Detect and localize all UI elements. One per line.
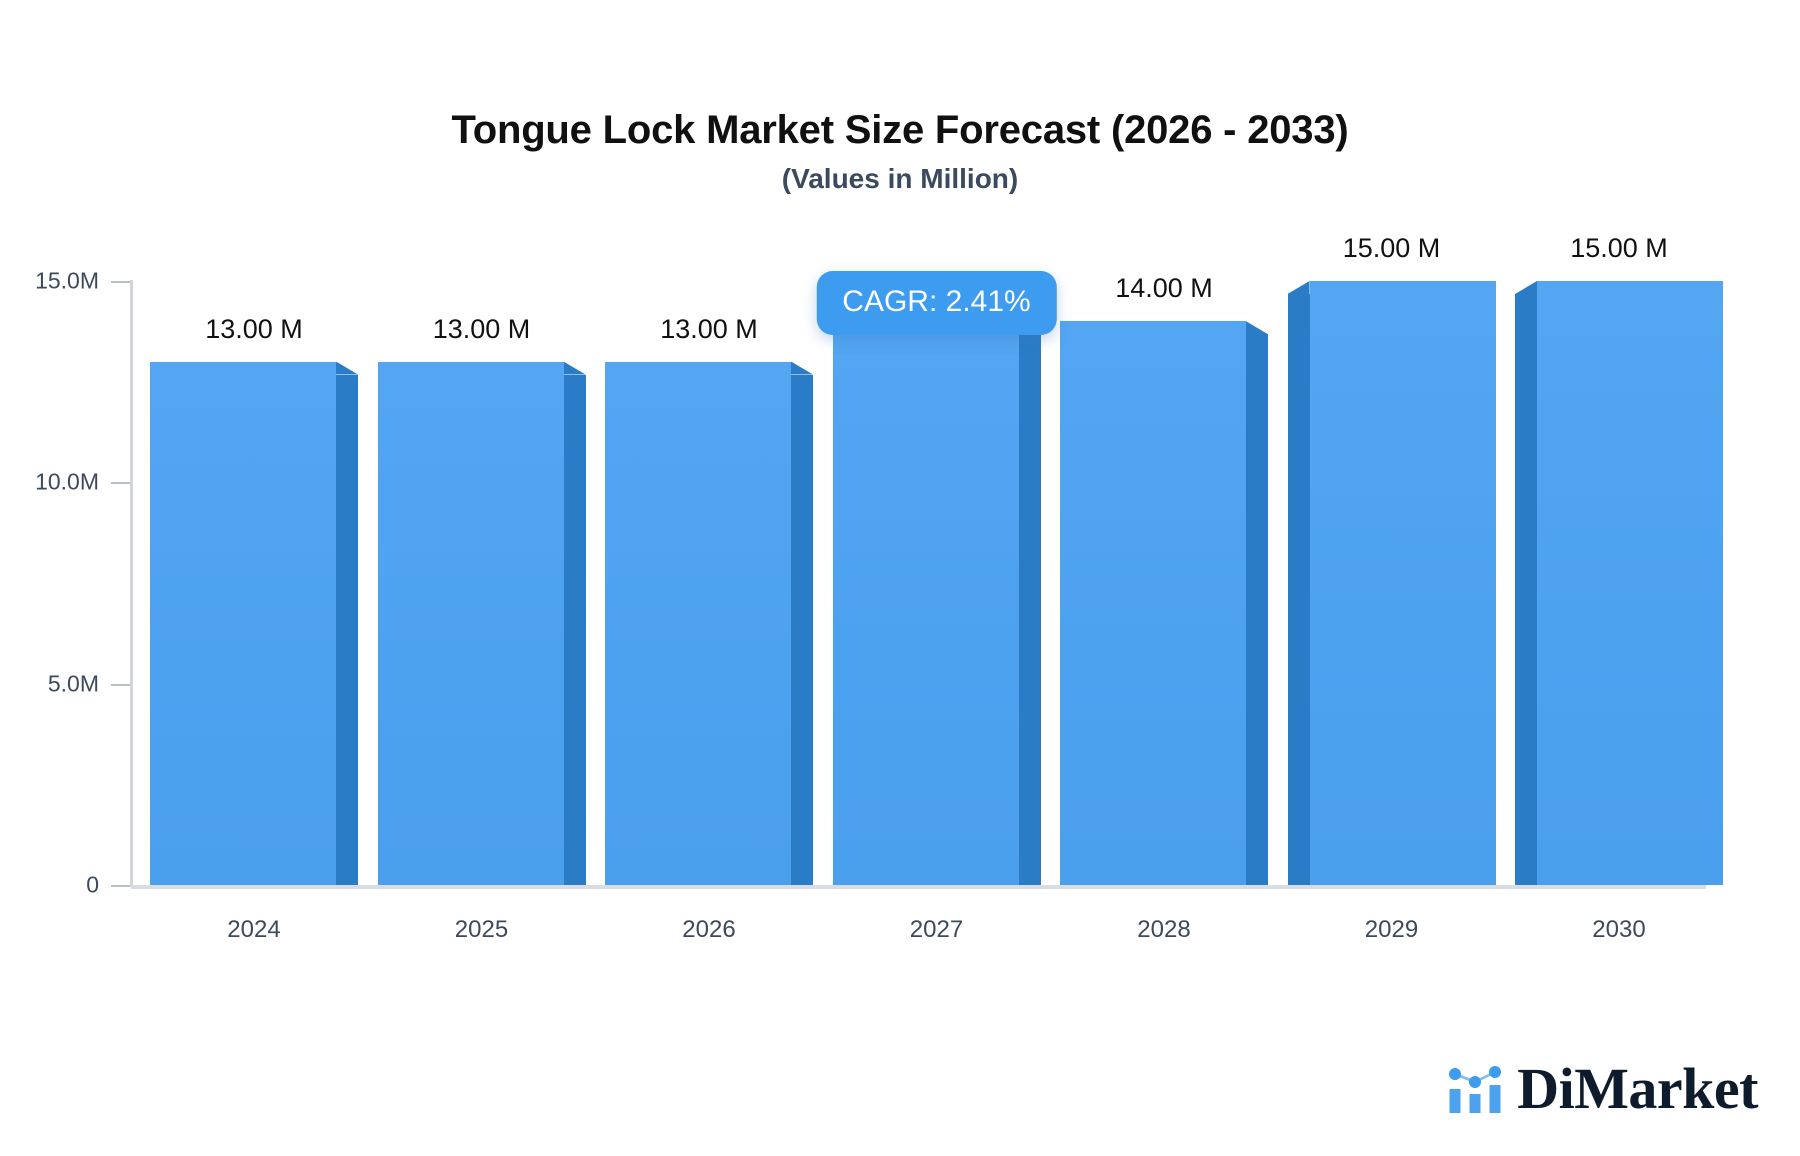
bar-value-label-2024: 13.00 M: [205, 313, 303, 344]
bar-side-face: [791, 374, 813, 885]
bar-side-face: [336, 374, 358, 885]
bar-side-face: [1018, 334, 1041, 885]
y-tick-label-15: 15.0M: [35, 267, 99, 294]
bar-top-bevel: [1246, 321, 1268, 335]
bar-2030[interactable]: [1515, 281, 1723, 885]
x-tick-label-2028: 2028: [1137, 916, 1191, 943]
y-tick-mark-5: [111, 684, 131, 686]
x-tick-label-2029: 2029: [1364, 916, 1419, 943]
bar-top-bevel: [1515, 281, 1537, 294]
bar-front-face: [1537, 281, 1723, 885]
x-axis-line: [131, 885, 1706, 889]
bar-side-face: [1246, 334, 1268, 885]
x-tick-label-2027: 2027: [909, 916, 964, 943]
bar-2028[interactable]: [1060, 321, 1268, 885]
y-axis: 15.0M 10.0M 5.0M 0: [0, 0, 131, 1156]
bar-2024[interactable]: [150, 361, 358, 885]
bar-front-face: [1309, 281, 1496, 885]
chart-title: Tongue Lock Market Size Forecast (2026 -…: [451, 108, 1349, 152]
x-tick-label-2026: 2026: [682, 916, 736, 943]
bar-chart-dots-icon: [1449, 1066, 1502, 1113]
bar-side-face: [563, 374, 586, 885]
bar-front-face: [150, 361, 336, 885]
bar-2026[interactable]: [605, 361, 813, 885]
bar-2029[interactable]: [1287, 281, 1496, 885]
bar-value-label-2030: 15.00 M: [1570, 233, 1668, 263]
bar-front-face: [605, 361, 791, 885]
bar-value-label-2025: 13.00 M: [432, 313, 531, 344]
cagr-badge: CAGR: 2.41%: [816, 271, 1057, 336]
dimarket-logo: DiMarket: [1446, 1060, 1758, 1118]
y-tick-label-5: 5.0M: [47, 670, 99, 697]
bar-top-bevel: [1287, 281, 1310, 294]
bar-top-bevel: [791, 361, 813, 375]
chart-subtitle: (Values in Million): [781, 163, 1019, 194]
bar-value-label-2028: 14.00 M: [1115, 273, 1213, 304]
bar-side-face: [1287, 294, 1310, 885]
logo-text: DiMarket: [1517, 1056, 1758, 1121]
bar-2027[interactable]: [832, 321, 1041, 885]
bar-front-face: [377, 361, 564, 885]
bar-front-face: [1060, 321, 1246, 885]
bar-top-bevel: [336, 361, 358, 375]
x-tick-label-2030: 2030: [1592, 916, 1646, 943]
bar-side-face: [1515, 294, 1537, 885]
bar-value-label-2026: 13.00 M: [660, 313, 758, 344]
bar-top-bevel: [563, 361, 586, 375]
y-axis-line: [130, 280, 133, 887]
bar-front-face: [832, 321, 1019, 885]
x-tick-label-2025: 2025: [454, 916, 509, 943]
y-tick-label-0: 0: [86, 871, 99, 898]
y-tick-mark-10: [111, 482, 131, 484]
bar-2025[interactable]: [377, 361, 586, 885]
y-tick-mark-0: [111, 885, 131, 887]
bar-value-label-2029: 15.00 M: [1342, 233, 1441, 263]
x-tick-label-2024: 2024: [227, 916, 281, 943]
y-tick-label-10: 10.0M: [35, 468, 99, 495]
y-tick-mark-15: [111, 281, 131, 283]
